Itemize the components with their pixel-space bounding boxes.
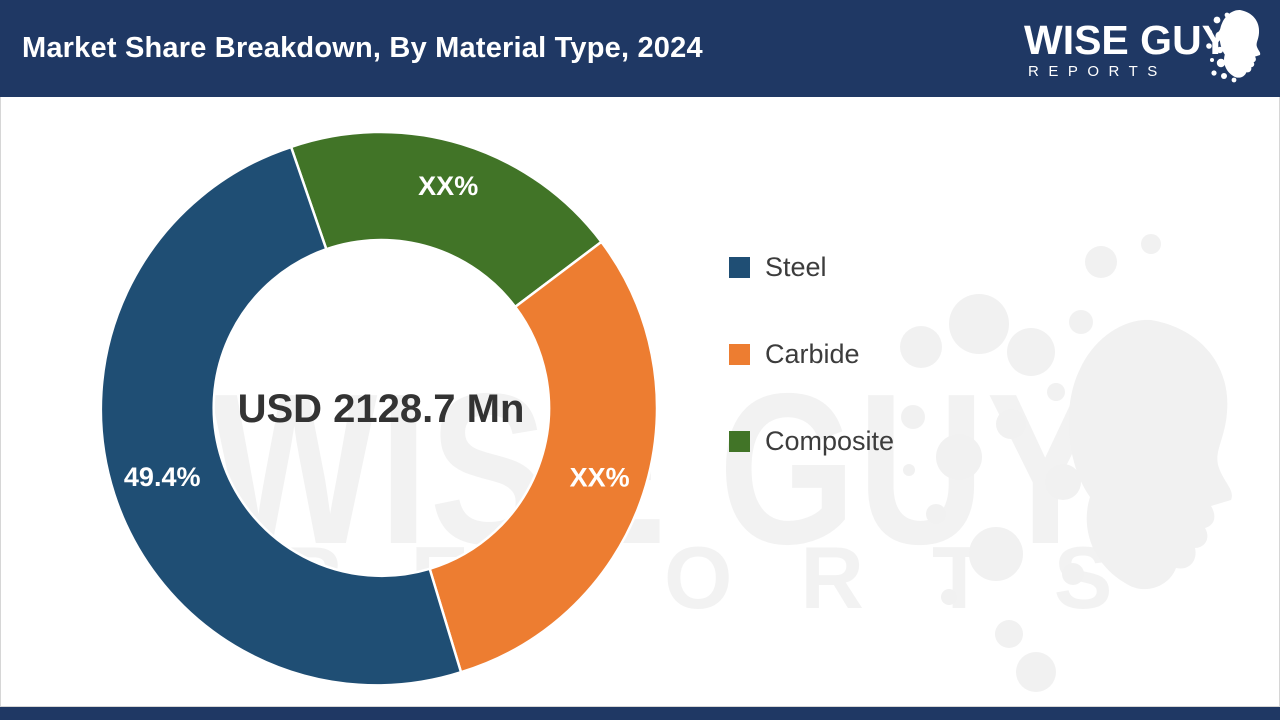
header-bar: Market Share Breakdown, By Material Type… (0, 0, 1280, 97)
face-logo-icon (1219, 9, 1261, 78)
donut-slice-composite (289, 130, 603, 309)
page-title: Market Share Breakdown, By Material Type… (22, 32, 703, 64)
donut-slice-carbide (428, 240, 659, 674)
legend-item-composite: Composite (729, 426, 894, 457)
face-watermark-icon (900, 234, 1232, 692)
logo-subtext: REPORTS (1028, 63, 1167, 80)
donut-slice-steel (99, 145, 463, 687)
chart-legend: Steel Carbide Composite (729, 252, 894, 457)
slice-label-steel: 49.4% (124, 462, 201, 492)
slice-label-carbide: XX% (570, 463, 630, 493)
legend-label-steel: Steel (765, 252, 827, 282)
footer-bar (0, 707, 1280, 720)
legend-label-composite: Composite (765, 426, 895, 456)
legend-item-steel: Steel (729, 252, 894, 283)
donut-center-value: USD 2128.7 Mn (238, 387, 525, 431)
legend-swatch-steel (729, 257, 750, 278)
legend-label-carbide: Carbide (765, 339, 860, 369)
legend-item-carbide: Carbide (729, 339, 894, 370)
brand-logo: WISE GUY REPORTS (1024, 6, 1262, 92)
legend-swatch-composite (729, 431, 750, 452)
slice-label-composite: XX% (418, 171, 478, 201)
legend-swatch-carbide (729, 344, 750, 365)
donut-chart: XX% XX% 49.4% USD 2128.7 Mn (99, 130, 659, 687)
logo-wordmark: WISE GUY (1024, 17, 1229, 63)
chart-canvas: WISE GUY REPORTS XX% XX% 49.4% USD 2128.7 M… (0, 97, 1280, 707)
